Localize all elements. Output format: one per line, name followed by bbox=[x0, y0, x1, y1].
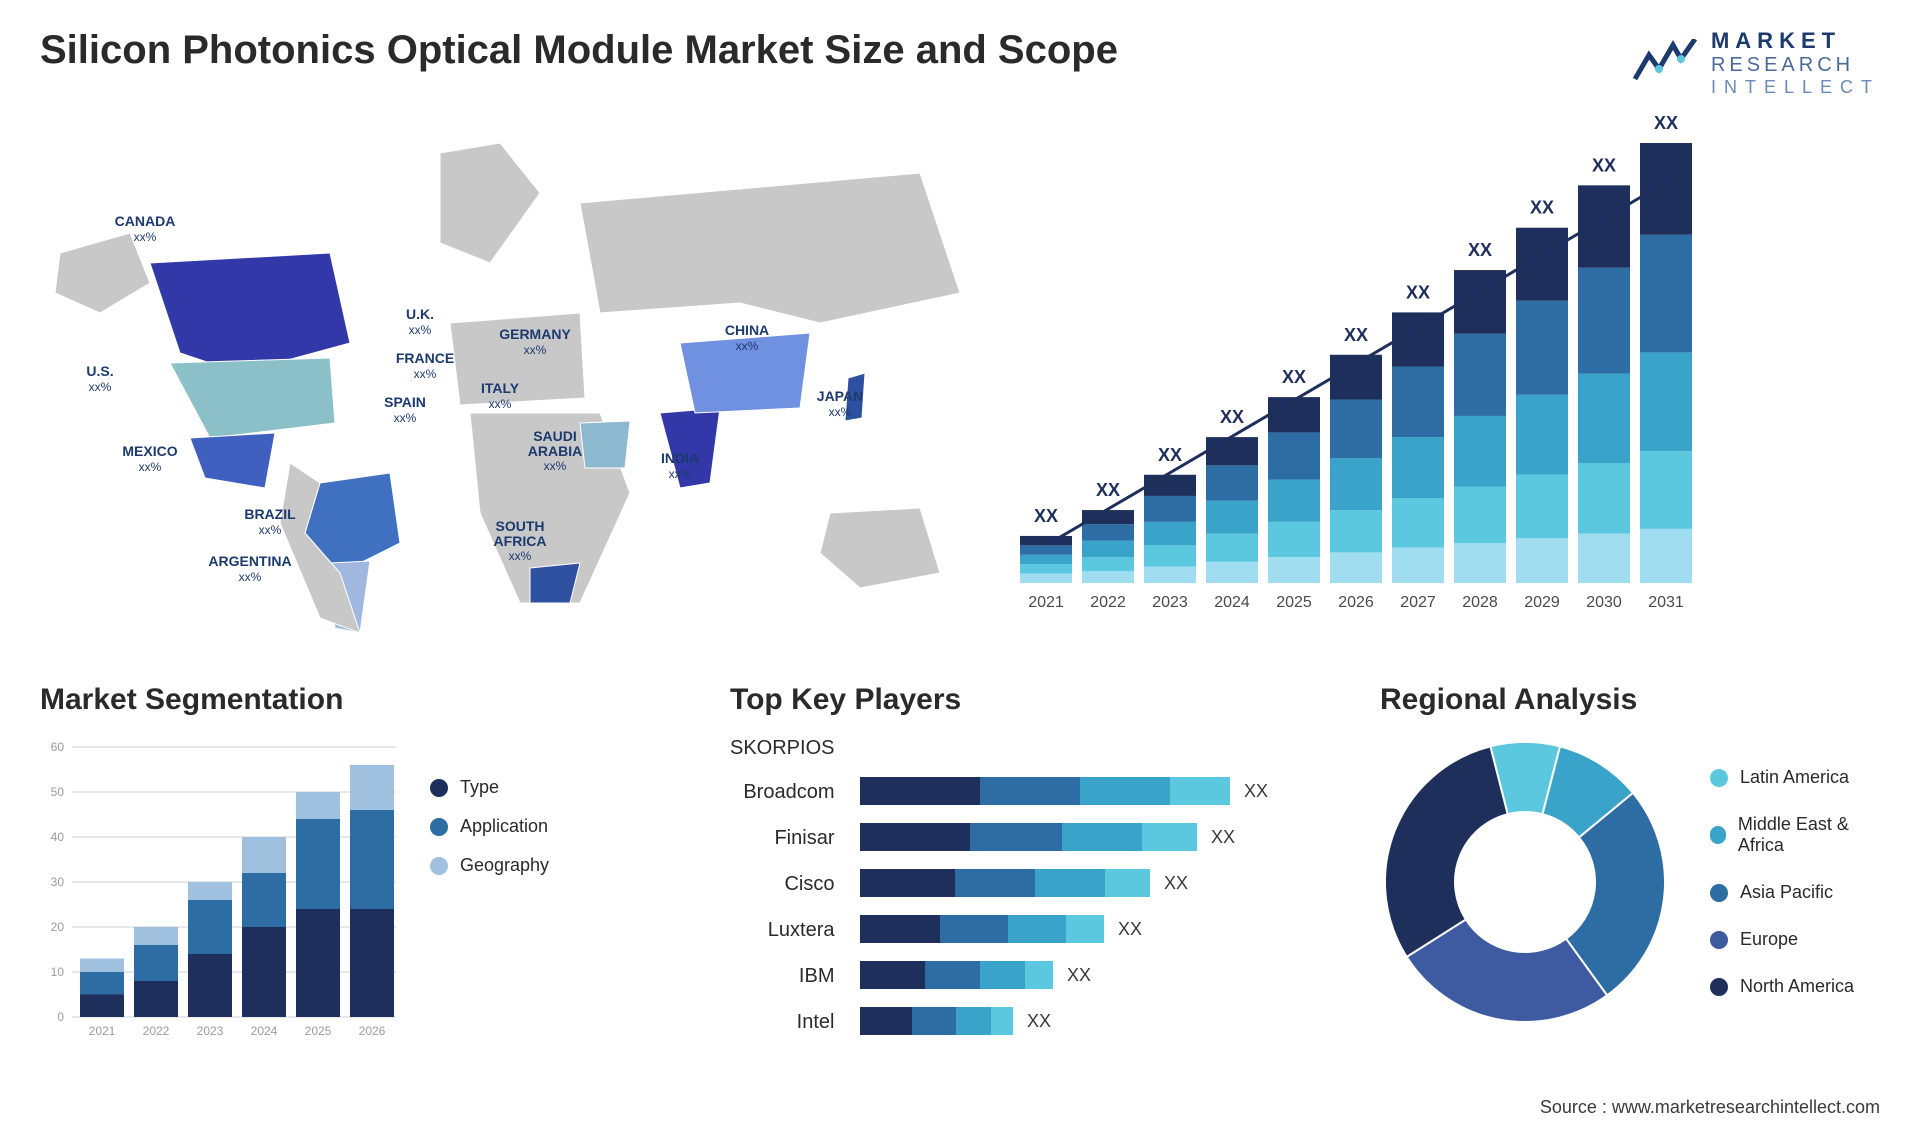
svg-text:2026: 2026 bbox=[1338, 594, 1374, 611]
svg-text:XX: XX bbox=[1530, 198, 1554, 218]
map-label: MEXICOxx% bbox=[105, 444, 195, 473]
svg-text:2025: 2025 bbox=[305, 1024, 332, 1038]
svg-text:XX: XX bbox=[1220, 407, 1244, 427]
growth-chart-panel: XX 2021 XX 2022 XX 2023 XX 2024 XX 2025 XX 2026 XX 20… bbox=[1000, 113, 1880, 633]
svg-text:2022: 2022 bbox=[143, 1024, 170, 1038]
map-label: SPAINxx% bbox=[360, 395, 450, 424]
svg-text:XX: XX bbox=[1096, 480, 1120, 500]
map-label: CHINAxx% bbox=[702, 323, 792, 352]
map-label: ITALYxx% bbox=[455, 381, 545, 410]
legend-item: North America bbox=[1710, 976, 1880, 997]
svg-text:2024: 2024 bbox=[251, 1024, 278, 1038]
svg-text:XX: XX bbox=[1164, 873, 1188, 893]
svg-text:XX: XX bbox=[1282, 367, 1306, 387]
player-name: Cisco bbox=[784, 870, 834, 898]
players-header-label: SKORPIOS bbox=[730, 737, 834, 760]
legend-item: Type bbox=[430, 777, 549, 798]
svg-text:2021: 2021 bbox=[89, 1024, 116, 1038]
svg-text:20: 20 bbox=[51, 920, 65, 934]
segmentation-legend: Type Application Geography bbox=[430, 777, 549, 1047]
svg-text:2022: 2022 bbox=[1090, 594, 1126, 611]
page-title: Silicon Photonics Optical Module Market … bbox=[40, 28, 1880, 73]
player-name: Intel bbox=[797, 1008, 835, 1036]
svg-text:2023: 2023 bbox=[197, 1024, 224, 1038]
legend-item: Latin America bbox=[1710, 767, 1880, 788]
svg-text:10: 10 bbox=[51, 965, 65, 979]
regional-panel: Regional Analysis Latin America Middle Ea… bbox=[1380, 683, 1880, 1052]
regional-legend: Latin America Middle East & Africa Asia Pa… bbox=[1710, 767, 1880, 997]
svg-text:XX: XX bbox=[1244, 781, 1268, 801]
map-label: U.S.xx% bbox=[55, 364, 145, 393]
player-name: Luxtera bbox=[768, 916, 835, 944]
svg-text:XX: XX bbox=[1592, 155, 1616, 175]
players-chart-svg: XX XX XX XX XX XX bbox=[860, 737, 1280, 1047]
svg-text:XX: XX bbox=[1654, 113, 1678, 133]
players-name-list: SKORPIOS Broadcom Finisar Cisco Luxtera IBM In… bbox=[730, 737, 834, 1052]
svg-text:0: 0 bbox=[57, 1010, 64, 1024]
player-name: IBM bbox=[799, 962, 835, 990]
svg-text:XX: XX bbox=[1067, 965, 1091, 985]
svg-text:XX: XX bbox=[1034, 506, 1058, 526]
world-map-panel: CANADAxx% U.S.xx% MEXICOxx% BRAZILxx% ARGENT… bbox=[40, 113, 960, 633]
legend-item: Geography bbox=[430, 855, 549, 876]
map-label: SOUTHAFRICAxx% bbox=[475, 519, 565, 563]
segmentation-chart-svg: 0 10 20 30 40 50 60 2021 2022 2023 2024 2025 2026 bbox=[40, 737, 400, 1047]
growth-chart-svg: XX 2021 XX 2022 XX 2023 XX 2024 XX 2025 XX 2026 XX 20… bbox=[1000, 113, 1860, 633]
legend-item: Middle East & Africa bbox=[1710, 814, 1880, 856]
segmentation-panel: Market Segmentation 0 10 20 30 40 50 60 2021 202… bbox=[40, 683, 680, 1052]
players-panel: Top Key Players SKORPIOS Broadcom Finisar C… bbox=[730, 683, 1330, 1052]
svg-text:2024: 2024 bbox=[1214, 594, 1250, 611]
logo-line-1: MARKET bbox=[1711, 28, 1880, 54]
svg-text:2025: 2025 bbox=[1276, 594, 1312, 611]
svg-text:40: 40 bbox=[51, 830, 65, 844]
brand-logo: MARKET RESEARCH INTELLECT bbox=[1633, 28, 1880, 98]
svg-text:XX: XX bbox=[1158, 445, 1182, 465]
svg-text:30: 30 bbox=[51, 875, 65, 889]
svg-text:XX: XX bbox=[1027, 1011, 1051, 1031]
map-label: GERMANYxx% bbox=[490, 327, 580, 356]
map-label: SAUDIARABIAxx% bbox=[510, 429, 600, 473]
svg-text:2029: 2029 bbox=[1524, 594, 1560, 611]
svg-text:2021: 2021 bbox=[1028, 594, 1064, 611]
svg-text:XX: XX bbox=[1118, 919, 1142, 939]
svg-text:XX: XX bbox=[1468, 240, 1492, 260]
map-label: CANADAxx% bbox=[100, 214, 190, 243]
svg-text:XX: XX bbox=[1344, 325, 1368, 345]
source-attribution: Source : www.marketresearchintellect.com bbox=[1540, 1097, 1880, 1118]
svg-text:2027: 2027 bbox=[1400, 594, 1436, 611]
legend-item: Europe bbox=[1710, 929, 1880, 950]
svg-text:XX: XX bbox=[1406, 282, 1430, 302]
player-name: Broadcom bbox=[743, 778, 834, 806]
regional-donut-svg bbox=[1380, 737, 1670, 1027]
map-label: ARGENTINAxx% bbox=[205, 554, 295, 583]
svg-text:60: 60 bbox=[51, 740, 65, 754]
svg-text:2028: 2028 bbox=[1462, 594, 1498, 611]
map-label: FRANCExx% bbox=[380, 351, 470, 380]
svg-text:XX: XX bbox=[1211, 827, 1235, 847]
svg-text:2023: 2023 bbox=[1152, 594, 1188, 611]
svg-text:2026: 2026 bbox=[359, 1024, 386, 1038]
logo-line-2: RESEARCH bbox=[1711, 54, 1880, 77]
player-name: Finisar bbox=[774, 824, 834, 852]
map-label: BRAZILxx% bbox=[225, 507, 315, 536]
svg-text:50: 50 bbox=[51, 785, 65, 799]
segmentation-title: Market Segmentation bbox=[40, 683, 680, 717]
svg-text:2030: 2030 bbox=[1586, 594, 1622, 611]
map-label: INDIAxx% bbox=[635, 451, 725, 480]
players-title: Top Key Players bbox=[730, 683, 1330, 717]
svg-text:2031: 2031 bbox=[1648, 594, 1684, 611]
regional-title: Regional Analysis bbox=[1380, 683, 1880, 717]
legend-item: Asia Pacific bbox=[1710, 882, 1880, 903]
logo-icon bbox=[1633, 39, 1697, 87]
map-label: JAPANxx% bbox=[795, 389, 885, 418]
logo-line-3: INTELLECT bbox=[1711, 77, 1880, 98]
legend-item: Application bbox=[430, 816, 549, 837]
map-label: U.K.xx% bbox=[375, 307, 465, 336]
